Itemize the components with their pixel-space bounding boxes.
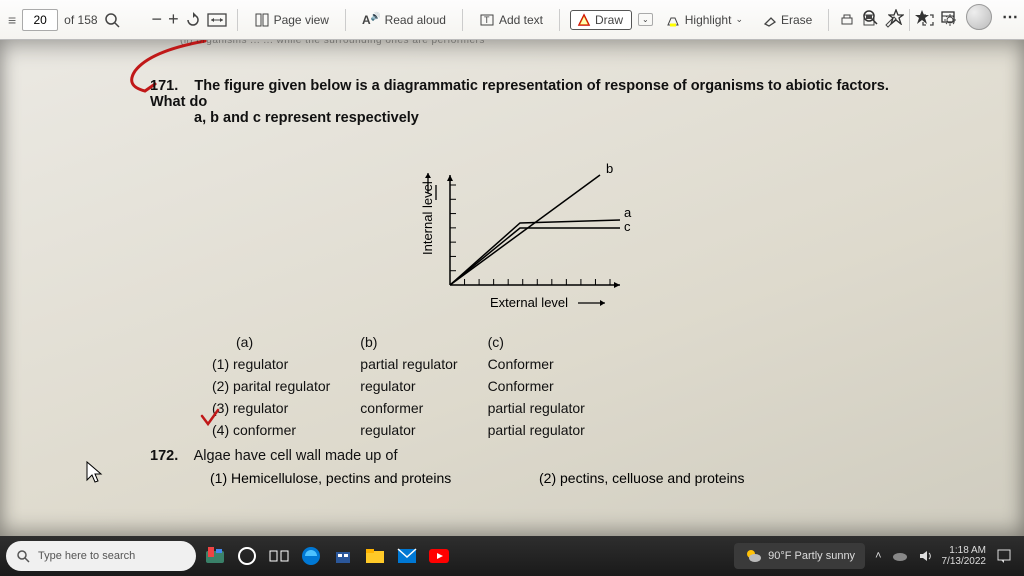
page-view-button[interactable]: Page view	[248, 9, 335, 31]
q171-line2: a, b and c represent respectively	[194, 110, 894, 126]
opt4-b: regulator	[360, 420, 485, 440]
star-icon[interactable]	[888, 9, 904, 25]
opt3-c: partial regulator	[488, 398, 613, 418]
chart-internal-vs-external: bacExternal levelInternal level	[410, 155, 670, 315]
menu-icon[interactable]: ≡	[8, 12, 16, 28]
q171-number: 171.	[150, 78, 178, 94]
page-view-label: Page view	[274, 13, 329, 27]
search-icon	[16, 549, 30, 563]
q171-line1: The figure given below is a diagrammatic…	[150, 78, 889, 110]
onedrive-icon[interactable]	[892, 550, 908, 562]
highlight-label: Highlight	[685, 13, 732, 27]
taskbar-taskview-icon[interactable]	[266, 543, 292, 569]
page-number-input[interactable]	[22, 9, 58, 31]
opt1-c: Conformer	[488, 354, 613, 374]
col-a-header: (a)	[212, 332, 358, 352]
q172-opt1: (1) Hemicellulose, pectins and proteins	[210, 470, 451, 486]
opt1-a: (1) regulator	[212, 354, 358, 374]
notifications-icon[interactable]	[996, 548, 1012, 564]
svg-text:b: b	[606, 161, 613, 176]
taskbar-store-icon[interactable]	[330, 543, 356, 569]
opt3-a: (3) regulator	[212, 398, 358, 418]
highlight-caret-icon: ⌄	[735, 14, 743, 25]
favorites-icon[interactable]	[914, 9, 930, 25]
erase-button[interactable]: Erase	[755, 9, 818, 31]
read-aloud-label: Read aloud	[385, 13, 446, 27]
taskbar-youtube-icon[interactable]	[426, 543, 452, 569]
pdf-content: (ii) organisms ... ... while the surroun…	[0, 40, 1024, 536]
erase-label: Erase	[781, 13, 812, 27]
taskbar-cortana-icon[interactable]	[234, 543, 260, 569]
opt4-c: partial regulator	[488, 420, 613, 440]
system-tray: 90°F Partly sunny ˄ 1:18 AM 7/13/2022	[734, 543, 1018, 569]
col-c-header: (c)	[488, 332, 613, 352]
erase-icon	[761, 12, 777, 28]
browser-extra-icons: ⋯	[862, 4, 1018, 30]
mouse-cursor-icon	[85, 460, 103, 484]
draw-dropdown[interactable]: ⌄	[638, 13, 653, 26]
cut-off-text: (ii) organisms ... ... while the surroun…	[180, 40, 485, 46]
svg-text:External level: External level	[490, 295, 568, 310]
search-icon[interactable]	[104, 12, 120, 28]
opt2-a: (2) parital regulator	[212, 376, 358, 396]
zoom-in-button[interactable]: +	[168, 9, 179, 30]
read-aloud-button[interactable]: A🔊 Read aloud	[356, 9, 452, 30]
opt2-c: Conformer	[488, 376, 613, 396]
taskbar-clock[interactable]: 1:18 AM 7/13/2022	[942, 545, 987, 567]
draw-button[interactable]: Draw	[570, 10, 632, 30]
taskbar-explorer-icon[interactable]	[362, 543, 388, 569]
question-171: 171. The figure given below is a diagram…	[150, 78, 894, 126]
tray-chevron-icon[interactable]: ˄	[875, 550, 881, 562]
pdf-page: (ii) organisms ... ... while the surroun…	[50, 40, 994, 536]
taskbar-edge-icon[interactable]	[298, 543, 324, 569]
red-tick-option4	[200, 408, 220, 428]
highlight-button[interactable]: Highlight ⌄	[659, 9, 749, 31]
add-text-icon: T	[479, 12, 495, 28]
highlight-icon	[665, 12, 681, 28]
taskbar-mail-icon[interactable]	[394, 543, 420, 569]
clock-date: 7/13/2022	[942, 556, 987, 567]
chart-svg: bacExternal levelInternal level	[410, 155, 670, 315]
page-view-icon	[254, 12, 270, 28]
q172-text: Algae have cell wall made up of	[194, 448, 398, 464]
collections-icon[interactable]	[940, 9, 956, 25]
fit-width-icon[interactable]	[207, 13, 227, 27]
print-icon[interactable]	[839, 12, 855, 28]
opt3-b: conformer	[360, 398, 485, 418]
svg-text:T: T	[484, 15, 490, 25]
add-text-button[interactable]: T Add text	[473, 9, 549, 31]
taskbar-news-icon[interactable]	[202, 543, 228, 569]
draw-icon	[577, 13, 591, 27]
page-total-label: of 158	[64, 13, 97, 27]
zoom-out-button[interactable]: −	[152, 9, 163, 30]
opt2-b: regulator	[360, 376, 485, 396]
opt1-b: partial regulator	[360, 354, 485, 374]
col-b-header: (b)	[360, 332, 485, 352]
windows-taskbar: Type here to search 90°F Partly sunny ˄ …	[0, 536, 1024, 576]
weather-icon	[744, 547, 762, 565]
profile-avatar[interactable]	[966, 4, 992, 30]
q172-number: 172.	[150, 448, 178, 464]
add-text-label: Add text	[499, 13, 543, 27]
question-172: 172. Algae have cell wall made up of	[150, 448, 894, 464]
q172-opt2: (2) pectins, celluose and proteins	[539, 470, 744, 486]
read-aloud-icon: A🔊	[362, 12, 381, 27]
svg-text:a: a	[624, 205, 632, 220]
rotate-icon[interactable]	[185, 12, 201, 28]
search-placeholder: Type here to search	[38, 550, 135, 562]
volume-icon[interactable]	[918, 549, 932, 563]
more-icon[interactable]: ⋯	[1002, 7, 1018, 27]
opt4-a: (4) conformer	[212, 420, 358, 440]
q172-options: (1) Hemicellulose, pectins and proteins …	[210, 470, 744, 486]
answer-options-table: (a) (b) (c) (1) regulatorpartial regulat…	[210, 330, 615, 442]
taskbar-search[interactable]: Type here to search	[6, 541, 196, 571]
weather-widget[interactable]: 90°F Partly sunny	[734, 543, 865, 569]
clock-time: 1:18 AM	[942, 545, 987, 556]
weather-text: 90°F Partly sunny	[768, 550, 855, 562]
zoom-glass-icon[interactable]	[862, 9, 878, 25]
svg-text:c: c	[624, 219, 631, 234]
draw-label: Draw	[595, 13, 623, 27]
